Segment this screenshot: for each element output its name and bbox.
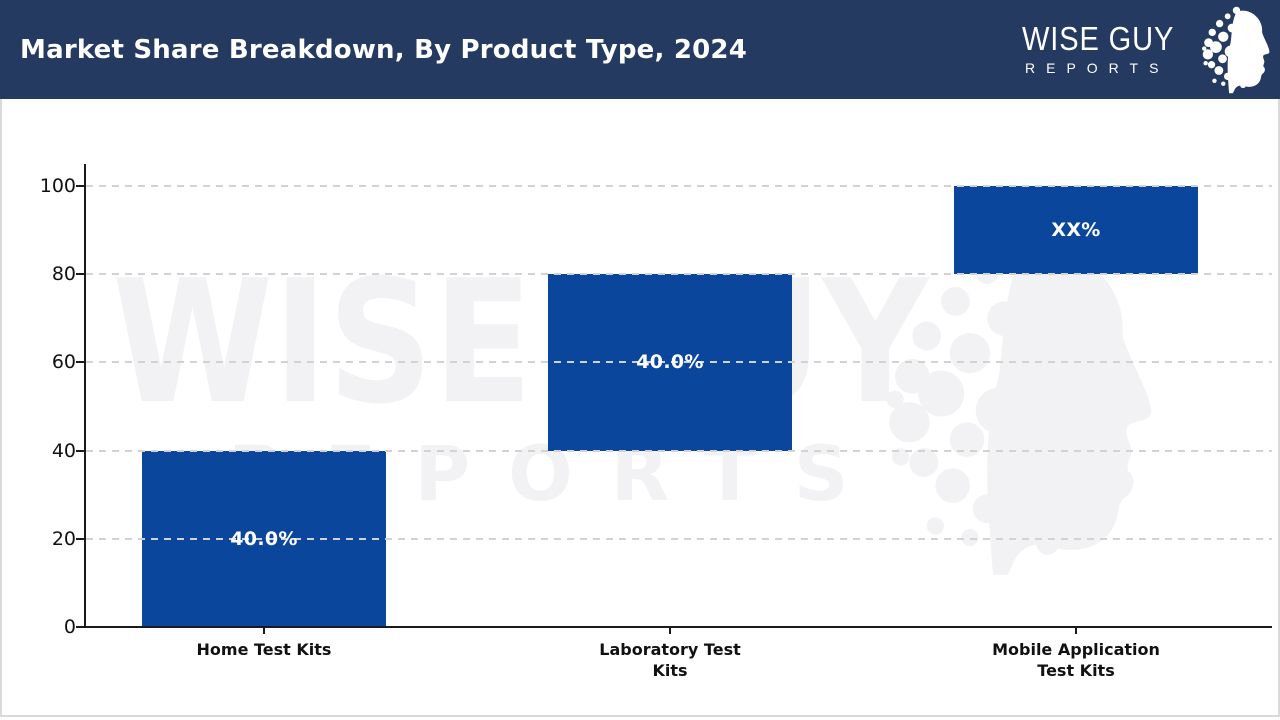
gridline-60	[86, 361, 1272, 364]
header-bar: Market Share Breakdown, By Product Type,…	[0, 0, 1280, 99]
x-category-label-2: Laboratory Test Kits	[599, 640, 741, 680]
y-tick-mark-100	[76, 185, 84, 187]
x-tick-mark-2	[669, 627, 671, 634]
x-category-label-3: Mobile Application Test Kits	[992, 640, 1160, 680]
x-category-label-1: Home Test Kits	[196, 640, 332, 659]
y-tick-mark-60	[76, 361, 84, 364]
y-tick-label-20: 20	[51, 527, 76, 550]
wise-guy-reports-logo: WISE GUY REPORTS	[1022, 6, 1272, 94]
bar-value-label-3: XX%	[1051, 219, 1101, 242]
gridline-20	[86, 537, 1272, 540]
bar-value-label-1: 40.0%	[230, 527, 298, 550]
y-axis-spine	[84, 164, 86, 628]
logo-face-icon	[1202, 6, 1270, 94]
gridline-80	[86, 273, 1272, 276]
logo-subtitle: REPORTS	[1025, 60, 1170, 76]
bar-3	[954, 186, 1198, 275]
page-title: Market Share Breakdown, By Product Type,…	[20, 34, 747, 65]
y-tick-label-0: 0	[63, 616, 76, 638]
y-tick-label-40: 40	[51, 439, 76, 462]
x-axis-spine	[84, 626, 1272, 628]
y-tick-mark-40	[76, 449, 84, 452]
x-tick-mark-3	[1075, 627, 1077, 634]
gridline-100	[86, 185, 1272, 187]
y-tick-label-100: 100	[39, 175, 76, 197]
y-tick-mark-80	[76, 273, 84, 276]
x-tick-mark-1	[263, 627, 265, 634]
logo-wordmark: WISE GUY	[1022, 20, 1175, 57]
y-tick-label-80: 80	[51, 263, 76, 286]
y-tick-mark-20	[76, 537, 84, 540]
y-tick-mark-0	[76, 626, 84, 628]
gridline-40	[86, 449, 1272, 452]
y-tick-label-60: 60	[51, 351, 76, 374]
bar-value-label-2: 40.0%	[636, 351, 704, 374]
